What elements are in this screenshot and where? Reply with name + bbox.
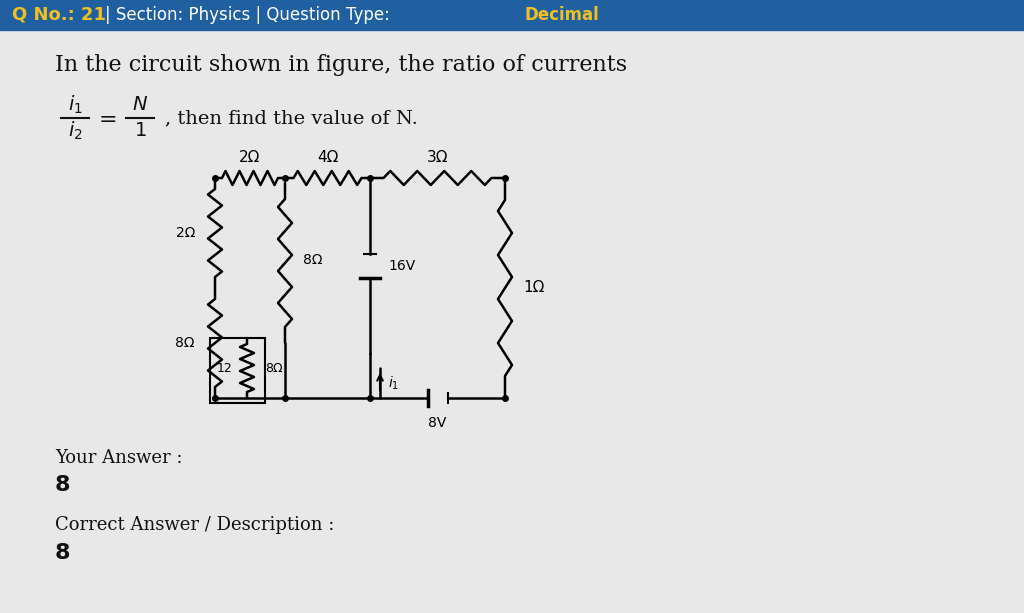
Text: 12: 12 [217, 362, 232, 375]
Text: Decimal: Decimal [525, 6, 600, 24]
Text: $i_1$: $i_1$ [68, 94, 82, 116]
Bar [210, 338, 265, 403]
Text: 3Ω: 3Ω [427, 150, 449, 165]
Text: $i_1$: $i_1$ [388, 375, 399, 392]
Text: 8Ω: 8Ω [265, 362, 283, 375]
Text: $1$: $1$ [134, 121, 146, 140]
Text: 8Ω: 8Ω [303, 254, 323, 267]
Text: Correct Answer / Description :: Correct Answer / Description : [55, 516, 335, 534]
Text: | Section: Physics | Question Type:: | Section: Physics | Question Type: [105, 6, 390, 24]
Text: $N$: $N$ [132, 96, 148, 115]
Text: 8V: 8V [428, 416, 446, 430]
Text: Q No.: 21: Q No.: 21 [12, 6, 106, 24]
Text: $=$: $=$ [94, 108, 117, 128]
Text: Your Answer :: Your Answer : [55, 449, 182, 467]
Text: 16V: 16V [388, 259, 416, 273]
Text: 1Ω: 1Ω [523, 281, 545, 295]
Text: , then find the value of N.: , then find the value of N. [165, 109, 418, 127]
Bar [0, 0, 1024, 30]
Text: In the circuit shown in figure, the ratio of currents: In the circuit shown in figure, the rati… [55, 54, 627, 76]
Text: 2Ω: 2Ω [240, 150, 261, 165]
Text: 8: 8 [55, 543, 71, 563]
Text: 8Ω: 8Ω [175, 336, 195, 350]
Text: 2Ω: 2Ω [176, 226, 195, 240]
Text: 8: 8 [55, 475, 71, 495]
Text: 4Ω: 4Ω [316, 150, 338, 165]
Text: $i_2$: $i_2$ [68, 120, 82, 142]
